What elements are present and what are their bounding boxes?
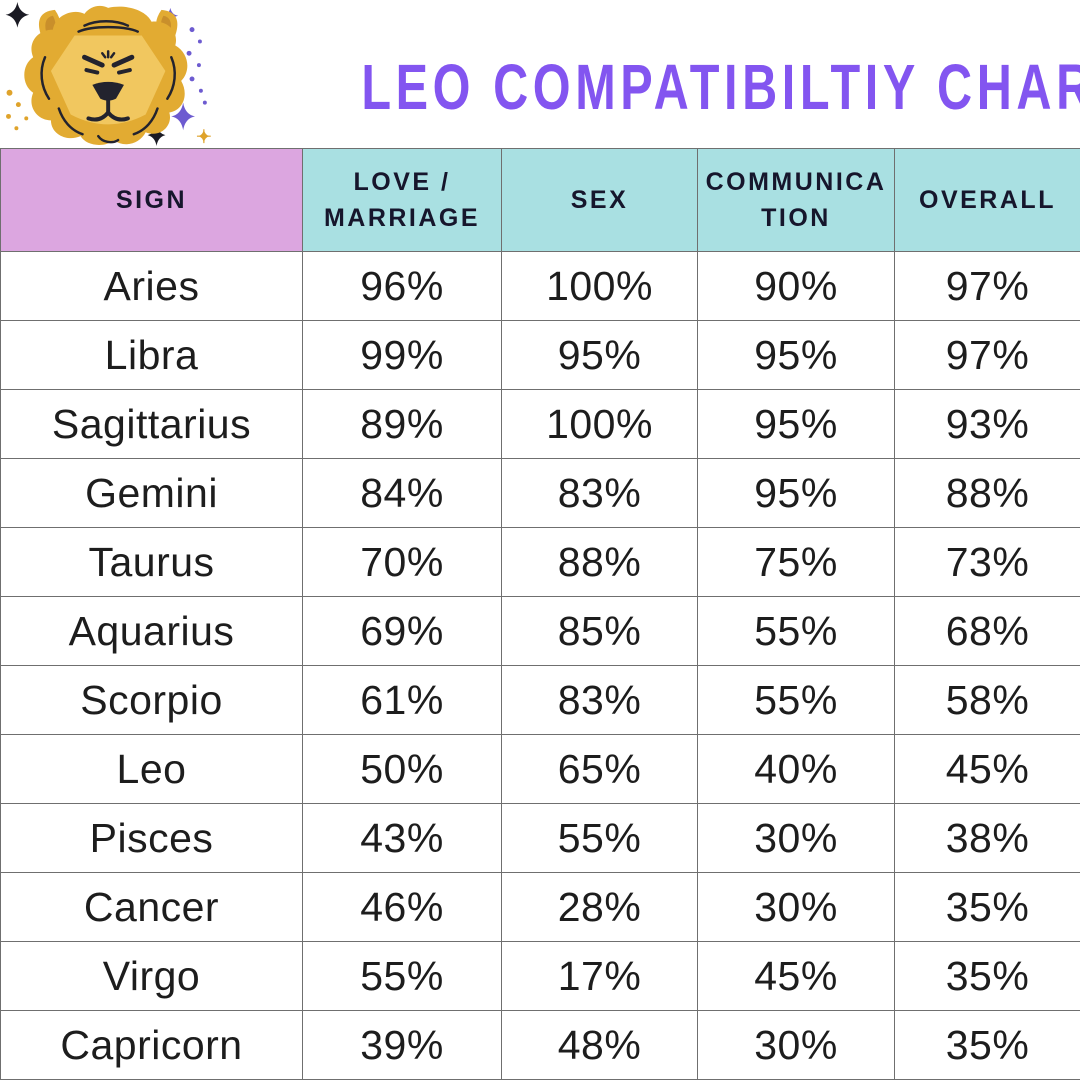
table-row: Scorpio 61% 83% 55% 58% <box>0 665 1080 735</box>
love-marriage-cell: 96% <box>302 251 502 321</box>
table-body: Aries 96% 100% 90% 97% Libra 99% 95% 95%… <box>0 251 1080 1080</box>
overall-cell: 97% <box>894 320 1080 390</box>
communication-cell: 75% <box>697 527 895 597</box>
communication-cell: 30% <box>697 803 895 873</box>
sex-cell: 88% <box>501 527 698 597</box>
love-marriage-cell: 61% <box>302 665 502 735</box>
sign-cell: Taurus <box>0 527 303 597</box>
table-row: Cancer 46% 28% 30% 35% <box>0 872 1080 942</box>
table-row: Aquarius 69% 85% 55% 68% <box>0 596 1080 666</box>
overall-cell: 45% <box>894 734 1080 804</box>
column-header-sex: SEX <box>501 148 698 252</box>
love-marriage-cell: 50% <box>302 734 502 804</box>
overall-cell: 35% <box>894 1010 1080 1080</box>
column-header-sign: SIGN <box>0 148 303 252</box>
love-marriage-cell: 84% <box>302 458 502 528</box>
overall-cell: 35% <box>894 872 1080 942</box>
love-marriage-cell: 55% <box>302 941 502 1011</box>
sign-cell: Scorpio <box>0 665 303 735</box>
sign-cell: Gemini <box>0 458 303 528</box>
table-row: Sagittarius 89% 100% 95% 93% <box>0 389 1080 459</box>
sign-cell: Libra <box>0 320 303 390</box>
sex-cell: 100% <box>501 251 698 321</box>
leo-lion-icon <box>0 0 240 148</box>
table-row: Capricorn 39% 48% 30% 35% <box>0 1010 1080 1080</box>
sex-cell: 100% <box>501 389 698 459</box>
communication-cell: 95% <box>697 320 895 390</box>
communication-cell: 55% <box>697 665 895 735</box>
sex-cell: 95% <box>501 320 698 390</box>
overall-cell: 97% <box>894 251 1080 321</box>
table-row: Virgo 55% 17% 45% 35% <box>0 941 1080 1011</box>
communication-cell: 95% <box>697 389 895 459</box>
communication-cell: 40% <box>697 734 895 804</box>
column-header-overall: OVERALL <box>894 148 1080 252</box>
love-marriage-cell: 70% <box>302 527 502 597</box>
table-row: Aries 96% 100% 90% 97% <box>0 251 1080 321</box>
page-header: LEO COMPATIBILTIY CHART <box>0 0 1080 148</box>
lion-head-icon <box>24 5 188 145</box>
sign-cell: Capricorn <box>0 1010 303 1080</box>
sex-cell: 55% <box>501 803 698 873</box>
love-marriage-cell: 69% <box>302 596 502 666</box>
sign-cell: Virgo <box>0 941 303 1011</box>
page-title-text: LEO COMPATIBILTIY CHART <box>361 51 1080 123</box>
communication-cell: 30% <box>697 872 895 942</box>
sign-cell: Sagittarius <box>0 389 303 459</box>
sex-cell: 83% <box>501 665 698 735</box>
sex-cell: 65% <box>501 734 698 804</box>
communication-cell: 95% <box>697 458 895 528</box>
sex-cell: 83% <box>501 458 698 528</box>
communication-cell: 55% <box>697 596 895 666</box>
sex-cell: 48% <box>501 1010 698 1080</box>
overall-cell: 73% <box>894 527 1080 597</box>
sign-cell: Aries <box>0 251 303 321</box>
overall-cell: 93% <box>894 389 1080 459</box>
sex-cell: 17% <box>501 941 698 1011</box>
table-row: Gemini 84% 83% 95% 88% <box>0 458 1080 528</box>
overall-cell: 38% <box>894 803 1080 873</box>
love-marriage-cell: 43% <box>302 803 502 873</box>
page-title: LEO COMPATIBILTIY CHART <box>240 50 1080 124</box>
sign-cell: Leo <box>0 734 303 804</box>
table-header-row: SIGN LOVE / MARRIAGE SEX COMMUNICA TION … <box>0 148 1080 252</box>
communication-cell: 90% <box>697 251 895 321</box>
overall-cell: 68% <box>894 596 1080 666</box>
sign-cell: Cancer <box>0 872 303 942</box>
compatibility-table: SIGN LOVE / MARRIAGE SEX COMMUNICA TION … <box>0 148 1080 1080</box>
column-header-communication: COMMUNICA TION <box>697 148 895 252</box>
sign-cell: Aquarius <box>0 596 303 666</box>
sign-cell: Pisces <box>0 803 303 873</box>
communication-cell: 45% <box>697 941 895 1011</box>
table-row: Leo 50% 65% 40% 45% <box>0 734 1080 804</box>
column-header-love-marriage: LOVE / MARRIAGE <box>302 148 502 252</box>
table-row: Pisces 43% 55% 30% 38% <box>0 803 1080 873</box>
love-marriage-cell: 46% <box>302 872 502 942</box>
love-marriage-cell: 99% <box>302 320 502 390</box>
overall-cell: 58% <box>894 665 1080 735</box>
love-marriage-cell: 89% <box>302 389 502 459</box>
overall-cell: 35% <box>894 941 1080 1011</box>
table-row: Taurus 70% 88% 75% 73% <box>0 527 1080 597</box>
communication-cell: 30% <box>697 1010 895 1080</box>
sex-cell: 28% <box>501 872 698 942</box>
sex-cell: 85% <box>501 596 698 666</box>
love-marriage-cell: 39% <box>302 1010 502 1080</box>
sparkle-icons <box>5 1 211 147</box>
table-row: Libra 99% 95% 95% 97% <box>0 320 1080 390</box>
overall-cell: 88% <box>894 458 1080 528</box>
